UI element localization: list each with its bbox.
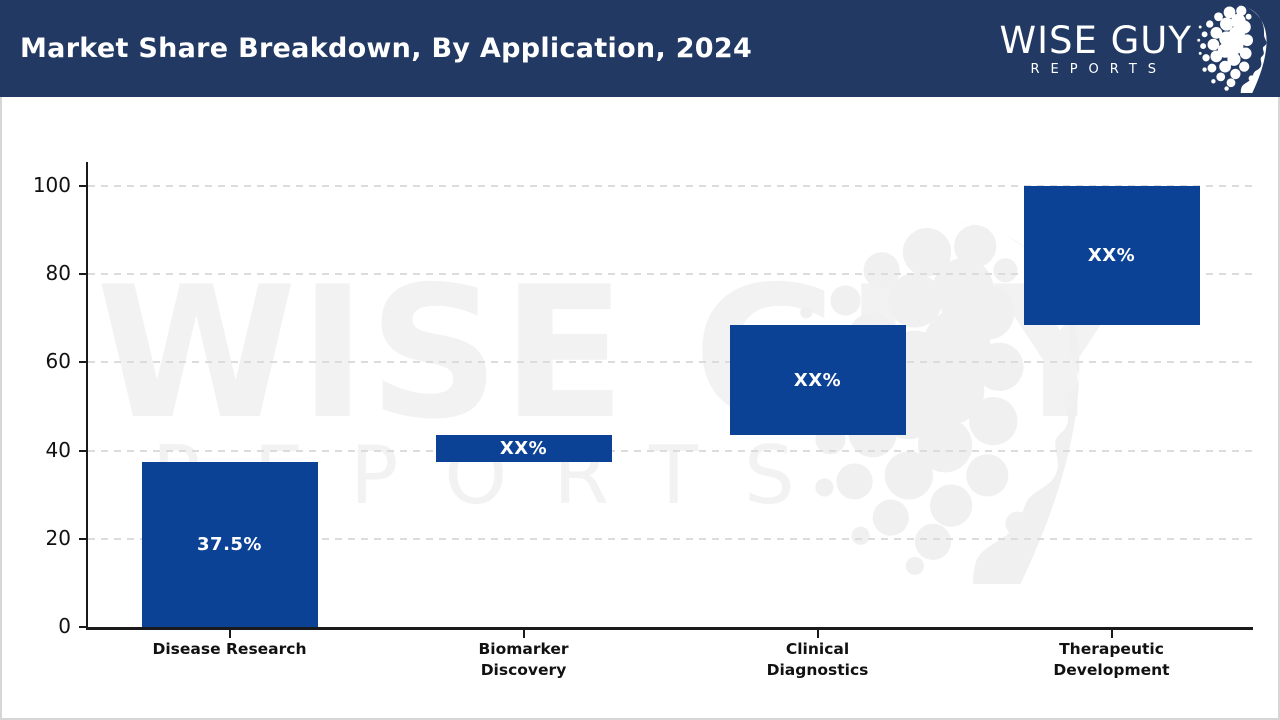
x-axis-category-label: Therapeutic Development [1053,640,1170,679]
x-axis-tick [522,630,525,638]
y-axis-tick-label: 100 [32,173,71,197]
x-axis-category-label: Disease Research [152,640,307,658]
bar-value-label: XX% [793,369,842,391]
y-axis-tick-label: 60 [45,349,71,374]
y-axis-tick-label: 40 [45,437,71,462]
bar: XX% [435,435,612,462]
chart-title: Market Share Breakdown, By Application, … [20,33,753,64]
x-axis-line [86,627,1253,630]
gridline [88,537,1253,540]
brand-logo: WISE GUY REPORTS [1000,5,1268,93]
y-axis-tick [79,185,88,187]
bar: XX% [729,324,906,436]
header-banner: Market Share Breakdown, By Application, … [0,0,1280,97]
x-axis-tick [228,630,231,638]
x-axis-category-label: Biomarker Discovery [478,640,569,679]
gridline [88,273,1253,276]
y-axis-tick-label: 0 [58,614,71,638]
y-axis-tick-label: 20 [45,525,71,550]
logo-face-icon [1197,5,1267,93]
y-axis-line [86,162,88,630]
y-axis-tick [79,449,88,452]
bar-value-label: 37.5% [197,533,262,555]
gridline [88,361,1253,364]
brand-logo-text: WISE GUY REPORTS [1000,22,1192,76]
gridline [88,185,1253,187]
logo-wordmark: WISE GUY [999,19,1192,62]
bar: XX% [1023,186,1200,325]
bar: 37.5% [141,461,318,627]
y-axis-tick [79,626,88,628]
y-axis-tick [79,361,88,364]
x-axis-tick [1110,630,1113,638]
gridline [88,449,1253,452]
x-axis-tick [816,630,819,638]
bar-value-label: XX% [1087,244,1136,266]
y-axis-tick [79,537,88,540]
y-axis-tick [79,273,88,276]
bar-value-label: XX% [499,437,548,459]
x-axis-category-label: Clinical Diagnostics [766,640,869,679]
logo-reports-text: REPORTS [1030,62,1168,77]
y-axis-tick-label: 80 [45,261,71,286]
